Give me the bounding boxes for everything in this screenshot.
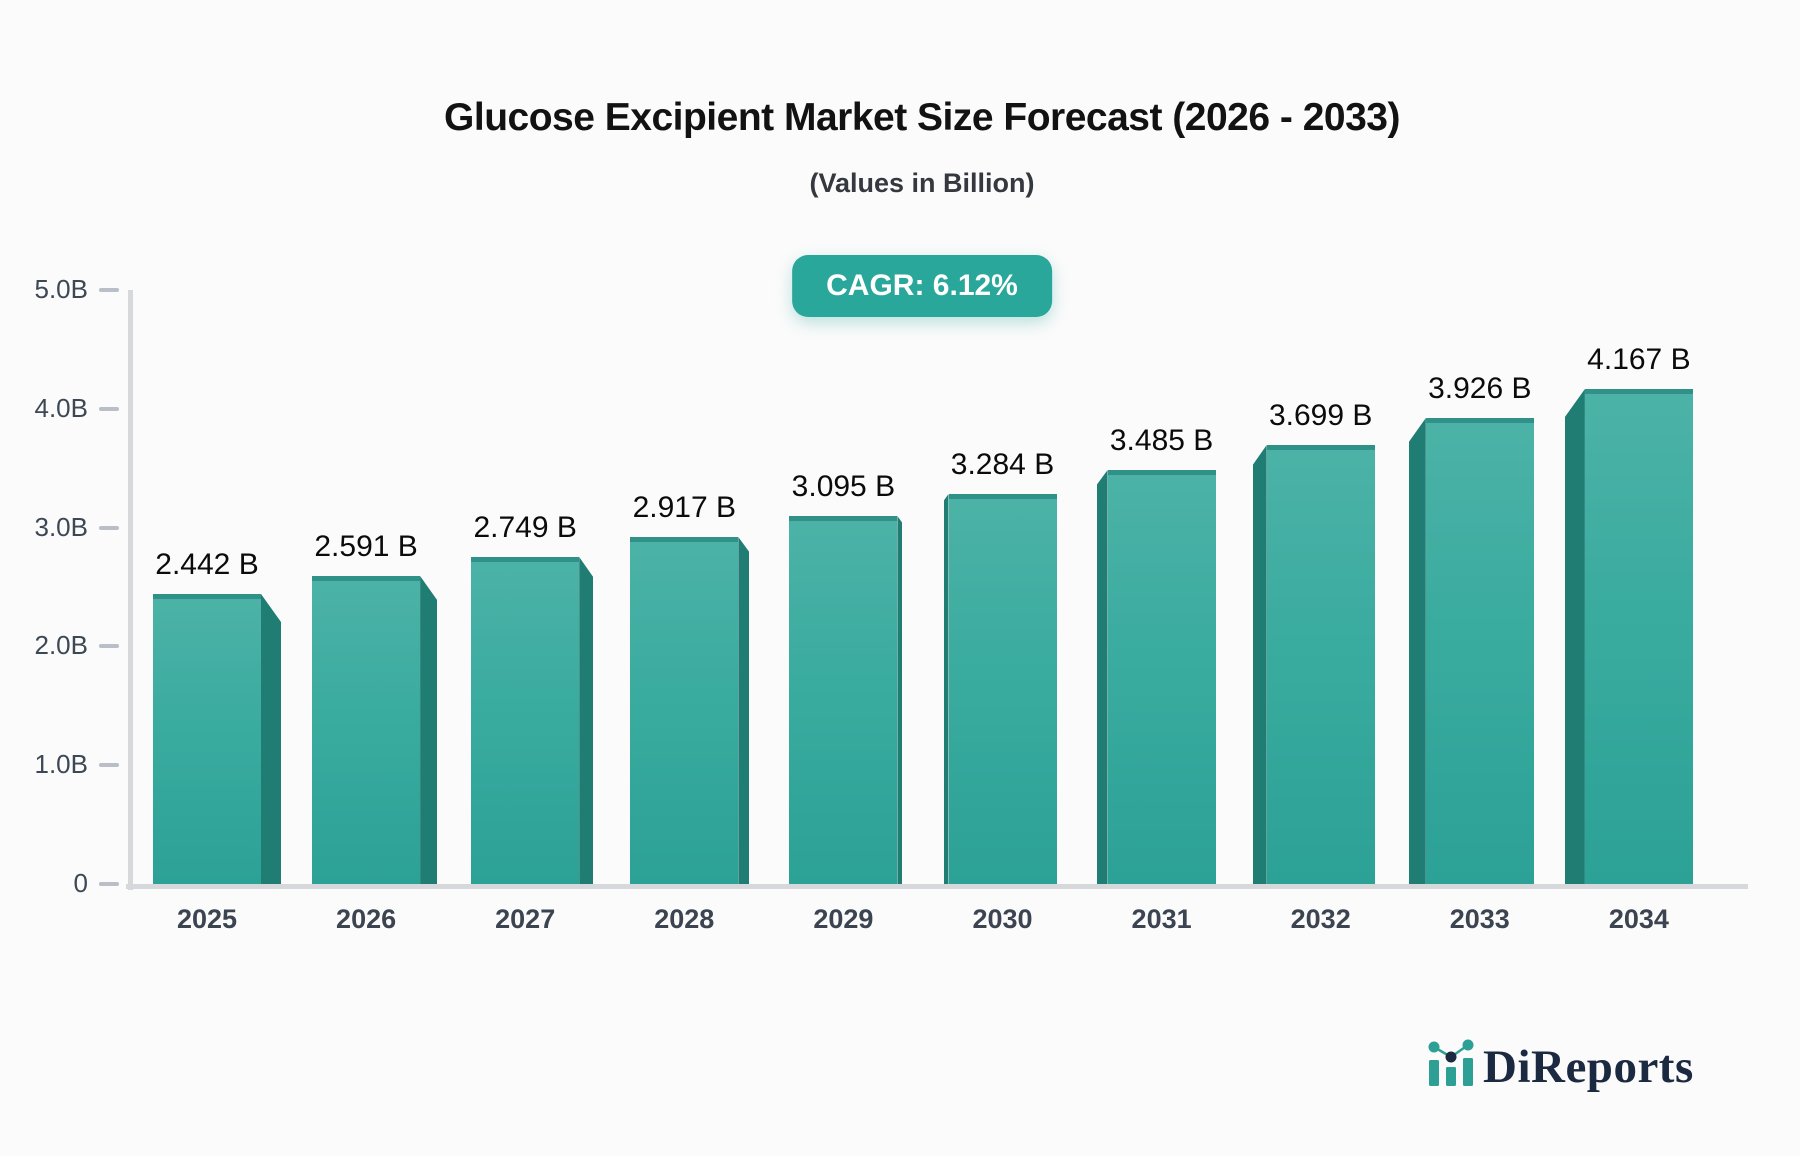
bar	[153, 594, 261, 884]
bar-value-label: 3.095 B	[791, 470, 896, 503]
bar-value-label: 3.284 B	[950, 448, 1055, 481]
bar	[948, 494, 1057, 884]
bar-value-label: 3.699 B	[1268, 399, 1373, 432]
bar-side-face	[897, 516, 903, 884]
cagr-badge: CAGR: 6.12%	[792, 255, 1052, 317]
bar-value-label: 4.167 B	[1587, 343, 1691, 376]
y-tick-dash	[99, 406, 119, 411]
bar-value-label: 2.442 B	[155, 548, 259, 581]
x-tick-label: 2029	[813, 904, 874, 934]
bar	[471, 557, 580, 884]
bar-side-face	[738, 537, 750, 884]
bar	[789, 516, 898, 884]
y-tick-label: 2.0B	[34, 630, 89, 661]
brand-logo-text: DiReports	[1483, 1041, 1694, 1093]
bar	[1107, 470, 1216, 884]
y-tick-dash	[99, 882, 119, 886]
y-tick-dash	[99, 644, 119, 649]
bar-side-face	[1252, 445, 1267, 884]
bar	[312, 576, 421, 884]
x-tick-label: 2031	[1131, 904, 1192, 934]
bar-side-face	[1408, 418, 1426, 884]
chart-title: Glucose Excipient Market Size Forecast (…	[444, 96, 1400, 139]
bar-side-face	[579, 557, 594, 884]
bar-value-label: 2.917 B	[632, 491, 736, 524]
bar-side-face	[420, 576, 438, 884]
chart-subtitle: (Values in Billion)	[809, 168, 1035, 198]
y-tick-label: 4.0B	[34, 392, 89, 423]
x-tick-label: 2030	[972, 904, 1033, 934]
x-tick-label: 2033	[1449, 904, 1510, 934]
bar-value-label: 3.926 B	[1428, 372, 1532, 405]
bar	[630, 537, 739, 884]
x-tick-label: 2025	[176, 904, 238, 934]
x-axis-baseline	[126, 884, 1748, 889]
bar	[1584, 389, 1693, 884]
bar-value-label: 3.485 B	[1109, 424, 1214, 457]
bar-side-face	[1096, 470, 1108, 884]
bar-side-face	[261, 594, 281, 884]
bar-side-face	[1564, 389, 1585, 884]
y-tick-dash	[99, 288, 119, 292]
x-tick-label: 2026	[336, 904, 397, 934]
y-axis-line	[128, 290, 133, 890]
bar-value-label: 2.749 B	[473, 511, 577, 544]
y-tick-dash	[99, 763, 119, 768]
y-tick-label: 3.0B	[34, 511, 89, 542]
bar-side-face	[943, 494, 949, 884]
y-tick-label: 0	[73, 868, 88, 898]
x-tick-label: 2034	[1608, 904, 1669, 934]
bar-value-label: 2.591 B	[314, 530, 418, 563]
mini-bar-chart-icon	[1425, 1036, 1477, 1091]
y-tick-label: 1.0B	[34, 749, 89, 780]
x-tick-label: 2028	[654, 904, 715, 934]
x-tick-label: 2027	[495, 904, 556, 934]
y-tick-dash	[99, 525, 119, 530]
bar	[1425, 418, 1534, 884]
y-tick-label: 5.0B	[34, 274, 89, 304]
x-tick-label: 2032	[1290, 904, 1351, 934]
bar	[1266, 445, 1375, 884]
brand-logo: DiReports	[1425, 1036, 1694, 1091]
